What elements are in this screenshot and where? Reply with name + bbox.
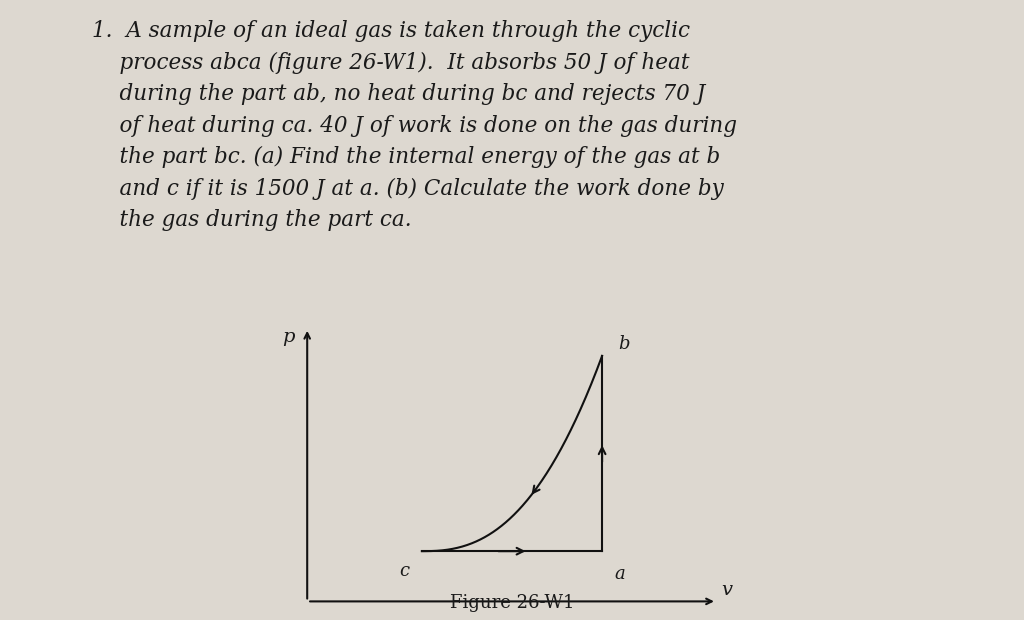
Text: v: v [721, 580, 732, 599]
Text: Figure 26-W1: Figure 26-W1 [450, 594, 574, 612]
Text: p: p [283, 328, 295, 346]
Text: c: c [399, 562, 410, 580]
Text: a: a [614, 565, 625, 583]
Text: 1.  A sample of an ideal gas is taken through the cyclic
    process abca (figur: 1. A sample of an ideal gas is taken thr… [92, 20, 737, 231]
Text: b: b [618, 335, 630, 353]
